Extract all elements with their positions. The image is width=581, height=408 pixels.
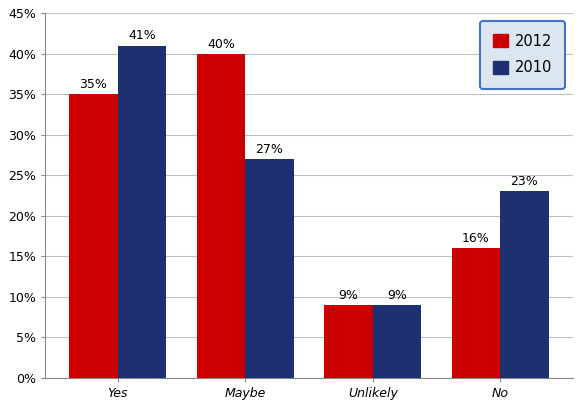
- Text: 35%: 35%: [80, 78, 107, 91]
- Bar: [197, 54, 245, 378]
- Text: 9%: 9%: [387, 288, 407, 302]
- Bar: [118, 46, 166, 378]
- Bar: [373, 305, 421, 378]
- Text: 40%: 40%: [207, 38, 235, 51]
- Text: 41%: 41%: [128, 29, 156, 42]
- Bar: [324, 305, 373, 378]
- Text: 16%: 16%: [462, 232, 490, 245]
- Bar: [452, 248, 500, 378]
- Bar: [69, 94, 118, 378]
- Text: 27%: 27%: [256, 143, 284, 156]
- Bar: [245, 159, 293, 378]
- Bar: [500, 191, 548, 378]
- Text: 23%: 23%: [511, 175, 539, 188]
- Legend: 2012, 2010: 2012, 2010: [480, 21, 565, 89]
- Text: 9%: 9%: [339, 288, 358, 302]
